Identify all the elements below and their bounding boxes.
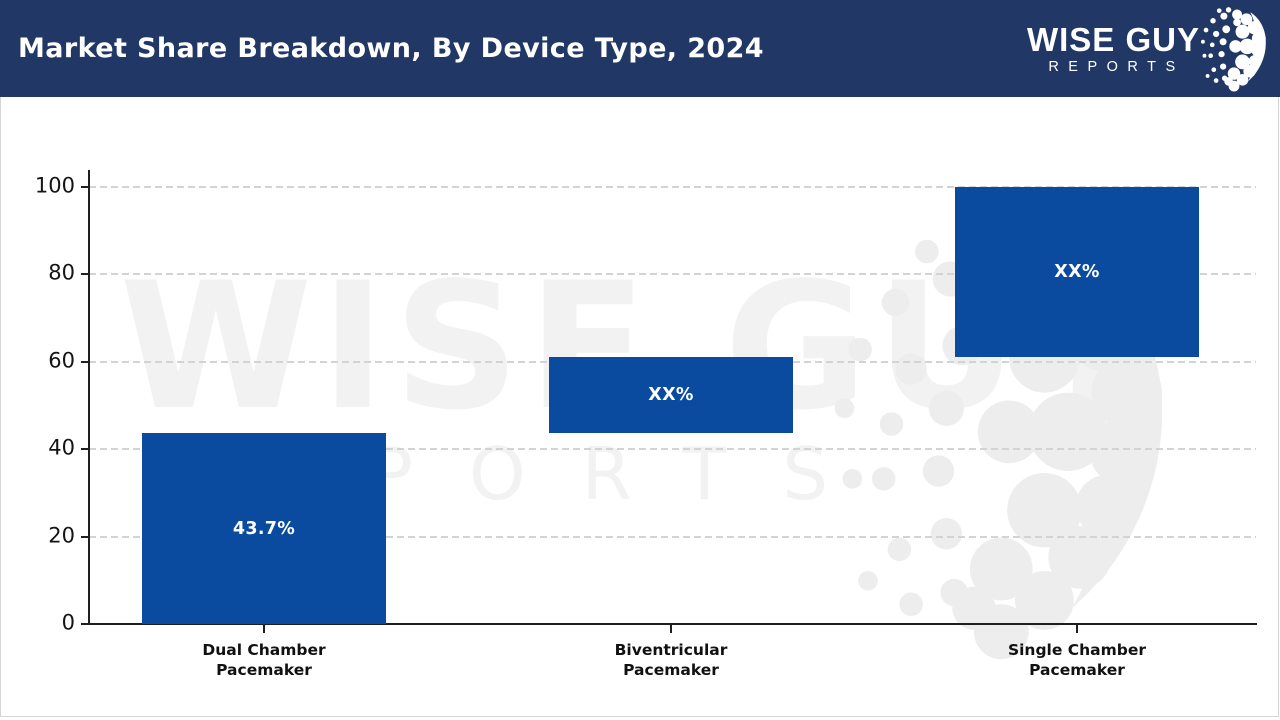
category-label-line: Pacemaker — [1029, 661, 1125, 680]
ytick-label-60: 60 — [48, 348, 75, 373]
gridline-40 — [89, 448, 1256, 451]
category-label-line: Pacemaker — [623, 661, 719, 680]
gridline-80 — [89, 273, 1256, 276]
gridline-100 — [89, 186, 1256, 188]
wiseguy-logo: WISE GUY REPORTS — [1027, 4, 1266, 94]
bar-value-label: XX% — [1054, 262, 1100, 283]
ytick-100 — [81, 186, 89, 188]
ytick-label-40: 40 — [48, 435, 75, 460]
xtick-2 — [670, 625, 672, 633]
ytick-label-0: 0 — [61, 610, 75, 635]
xtick-1 — [263, 625, 265, 633]
bar-dual-chamber-pacemaker: 43.7% — [142, 433, 386, 624]
ytick-label-100: 100 — [34, 173, 75, 198]
bar-single-chamber-pacemaker: XX% — [955, 187, 1199, 358]
category-label-line: Single Chamber — [1007, 641, 1147, 659]
category-label-2: Biventricular Pacemaker — [511, 640, 831, 681]
ytick-80 — [81, 273, 89, 276]
logo-text: WISE GUY REPORTS — [1027, 23, 1200, 75]
gridline-20 — [89, 535, 1256, 538]
bar-biventricular-pacemaker: XX% — [549, 357, 793, 434]
ytick-40 — [81, 448, 89, 451]
category-label-line: Biventricular — [614, 641, 728, 659]
category-label-line: Pacemaker — [216, 661, 312, 680]
ytick-label-20: 20 — [48, 523, 75, 548]
ytick-label-80: 80 — [48, 261, 75, 286]
y-axis-line — [88, 170, 90, 625]
xtick-3 — [1076, 625, 1078, 633]
chart-area — [0, 97, 1279, 717]
ytick-0 — [81, 623, 89, 625]
ytick-20 — [81, 535, 89, 538]
header-bar: Market Share Breakdown, By Device Type, … — [0, 0, 1280, 97]
category-label-3: Single Chamber Pacemaker — [917, 640, 1237, 681]
bar-value-label: 43.7% — [232, 518, 296, 539]
logo-tagline: REPORTS — [1048, 59, 1185, 76]
ytick-60 — [81, 360, 89, 363]
logo-name: WISE GUY — [1026, 21, 1200, 59]
category-label-line: Dual Chamber — [202, 641, 326, 659]
x-axis-line — [88, 623, 1257, 625]
category-label-1: Dual Chamber Pacemaker — [104, 640, 424, 681]
page-title: Market Share Breakdown, By Device Type, … — [18, 33, 764, 64]
bar-value-label: XX% — [648, 385, 694, 406]
